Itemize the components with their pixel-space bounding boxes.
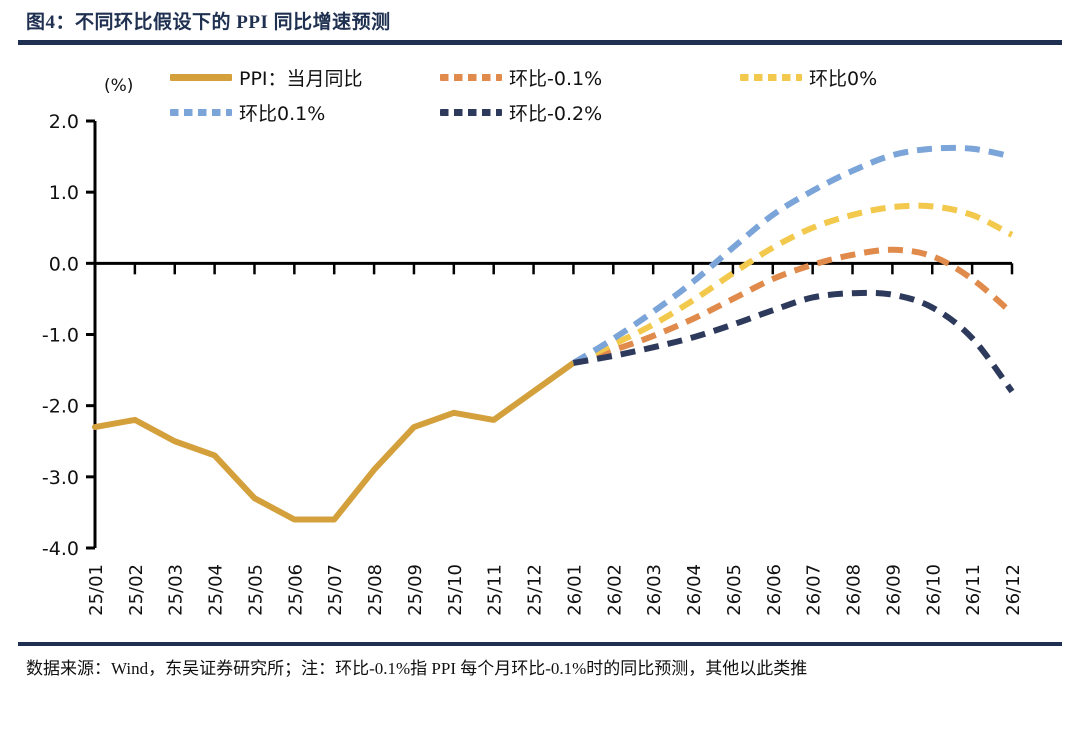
page-title: 图4：不同环比假设下的 PPI 同比增速预测	[26, 11, 391, 33]
series-line-4	[572, 289, 1015, 394]
x-tick-label: 26/06	[764, 564, 785, 616]
series-line-2	[572, 202, 1014, 366]
x-tick-label: 26/09	[883, 564, 904, 616]
x-tick-label: 26/10	[923, 564, 944, 616]
legend-item-1[interactable]: 环比-0.1%	[440, 64, 740, 91]
x-tick-label: 25/04	[206, 564, 227, 616]
x-tick-label: 25/06	[285, 564, 306, 616]
legend-swatch-icon	[440, 109, 502, 116]
legend-swatch-icon	[170, 74, 232, 81]
legend-item-4[interactable]: 环比-0.2%	[440, 99, 740, 126]
figure-footnote: 数据来源：Wind，东吴证券研究所；注：环比-0.1%指 PPI 每个月环比-0…	[26, 659, 808, 678]
legend-label: 环比-0.1%	[509, 68, 603, 90]
x-tick-label: 26/05	[724, 564, 745, 616]
y-axis-unit-label: (%)	[104, 76, 134, 96]
series-line-1	[572, 246, 1014, 366]
legend-item-0[interactable]: PPI：当月同比	[170, 64, 440, 91]
line-chart: 2.0 1.0 0.0 -1.0 -2.0 -3.0 -4.0 25/01 25/02 25/03…	[42, 111, 1024, 616]
plot-area: 2.0 1.0 0.0 -1.0 -2.0 -3.0 -4.0 25/01 25/02 25/03…	[0, 100, 1080, 640]
x-tick-label: 25/02	[126, 564, 147, 616]
x-tick-label: 25/08	[365, 564, 386, 616]
x-tick-label: 26/11	[963, 564, 984, 616]
x-tick-label: 25/12	[525, 564, 546, 616]
title-divider-top	[18, 40, 1062, 45]
series-line-0	[92, 359, 577, 523]
x-tick-label: 26/07	[804, 564, 825, 616]
x-tick-label: 26/12	[1003, 564, 1024, 616]
x-tick-label: 26/04	[684, 564, 705, 616]
x-tick-label: 26/03	[644, 564, 665, 616]
legend-swatch-icon	[170, 109, 232, 116]
y-tick-label: -4.0	[42, 538, 79, 560]
y-tick-label: -2.0	[42, 396, 79, 418]
x-tick-label: 25/07	[325, 564, 346, 616]
x-tick-label: 26/08	[844, 564, 865, 616]
x-tick-label: 25/01	[86, 564, 107, 616]
y-tick-label: 0.0	[49, 253, 79, 275]
y-tick-label: 1.0	[49, 182, 79, 204]
x-tick-label: 25/05	[245, 564, 266, 616]
legend-label: PPI：当月同比	[239, 68, 363, 90]
y-tick-label: -1.0	[42, 325, 79, 347]
legend-swatch-icon	[740, 74, 802, 81]
legend-label: 环比-0.2%	[509, 103, 603, 125]
legend-item-2[interactable]: 环比0%	[740, 64, 1020, 91]
legend-label: 环比0%	[809, 68, 878, 90]
x-tick-label: 26/01	[564, 564, 585, 616]
x-tick-label: 25/11	[485, 564, 506, 616]
legend-swatch-icon	[440, 74, 502, 81]
chart-legend: PPI：当月同比 环比-0.1% 环比0% 环比0.1% 环比-0.2%	[170, 64, 1050, 126]
x-tick-label: 25/09	[405, 564, 426, 616]
series-line-3	[571, 144, 1013, 366]
x-tick-label: 26/02	[604, 564, 625, 616]
legend-item-3[interactable]: 环比0.1%	[170, 99, 440, 126]
legend-label: 环比0.1%	[239, 103, 326, 125]
y-tick-label: 2.0	[49, 111, 79, 133]
x-tick-label: 25/03	[166, 564, 187, 616]
x-tick-label: 25/10	[445, 564, 466, 616]
figure-title-row: 图4：不同环比假设下的 PPI 同比增速预测	[18, 0, 1062, 40]
footnote-divider	[18, 642, 1062, 646]
y-tick-label: -3.0	[42, 467, 79, 489]
